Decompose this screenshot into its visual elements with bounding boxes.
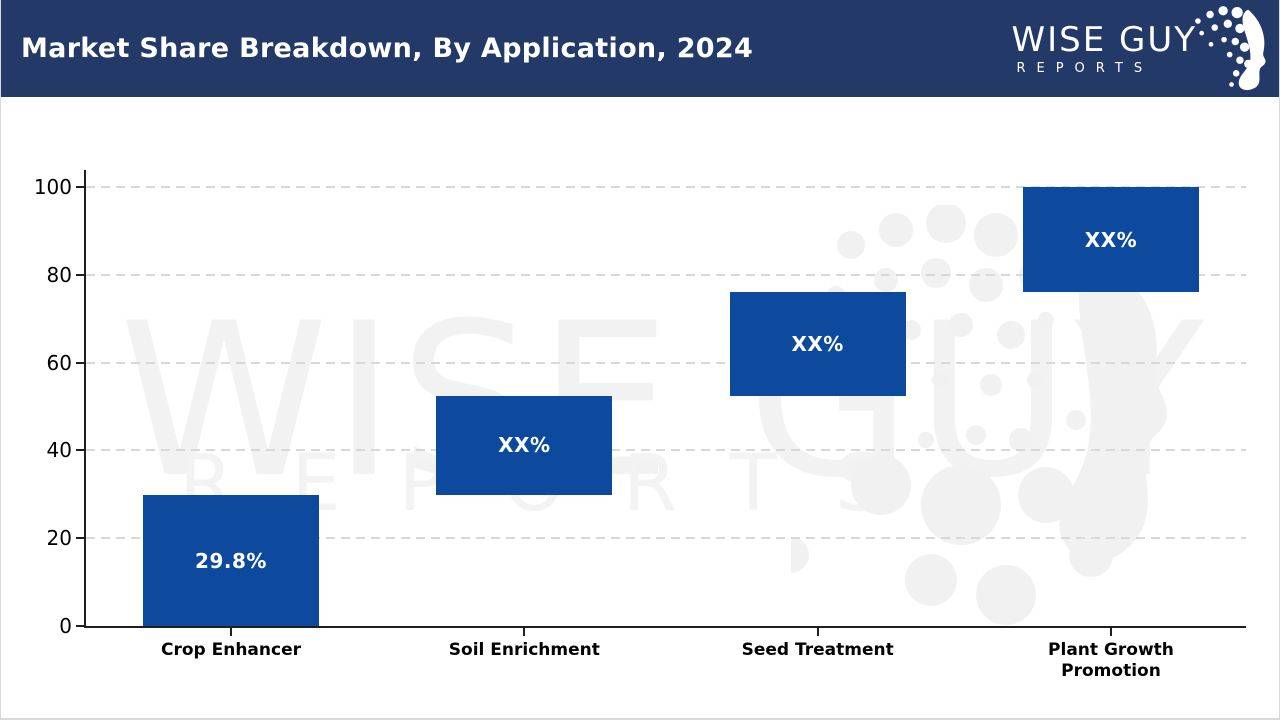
logo-text: WISE GUY REPORTS <box>1011 20 1197 76</box>
header-bar: Market Share Breakdown, By Application, … <box>1 0 1279 97</box>
x-axis-tick <box>1109 628 1112 636</box>
y-axis-line <box>84 170 86 628</box>
y-axis-tick <box>76 537 84 540</box>
y-axis-tick <box>76 625 84 627</box>
bar-value-label: XX% <box>498 433 551 458</box>
x-axis-line <box>84 626 1246 628</box>
x-category-label: Crop Enhancer <box>160 640 301 660</box>
watermark-face-icon <box>791 205 1167 625</box>
gridline <box>86 537 1246 540</box>
bar-soil-enrichment: XX% <box>436 395 613 496</box>
page-title: Market Share Breakdown, By Application, … <box>21 33 754 64</box>
bar-value-label: XX% <box>1084 227 1138 252</box>
logo-wordmark: WISE GUY <box>1011 20 1197 61</box>
bar-value-label: 29.8% <box>195 548 267 573</box>
y-axis-tick <box>76 361 84 364</box>
gridline <box>86 186 1246 188</box>
y-tick-label: 100 <box>33 175 72 199</box>
x-category-label: Soil Enrichment <box>448 640 600 660</box>
x-category-label: Plant Growth Promotion <box>1048 640 1174 681</box>
bar-plant-growth-promotion: XX% <box>1022 187 1199 293</box>
x-axis-tick <box>230 628 232 636</box>
logo-face-icon <box>1195 6 1266 91</box>
gridline <box>86 361 1246 364</box>
logo-subtitle: REPORTS <box>1016 60 1154 76</box>
y-tick-label: 60 <box>46 350 72 375</box>
y-tick-label: 20 <box>46 526 72 551</box>
bar-crop-enhancer: 29.8% <box>143 495 319 626</box>
bar-value-label: XX% <box>791 331 844 356</box>
y-axis-tick <box>76 273 84 276</box>
y-axis-tick <box>76 449 84 452</box>
y-axis-tick <box>76 186 84 188</box>
logo: WISE GUY REPORTS <box>1011 6 1267 92</box>
x-axis-tick <box>523 628 526 636</box>
y-tick-label: 40 <box>46 438 72 463</box>
y-tick-label: 0 <box>59 614 72 638</box>
gridline <box>86 273 1246 276</box>
y-tick-label: 80 <box>46 262 72 287</box>
x-category-label: Seed Treatment <box>741 640 894 660</box>
gridline <box>86 449 1246 452</box>
x-axis-tick <box>816 628 819 636</box>
bar-seed-treatment: XX% <box>729 292 906 396</box>
